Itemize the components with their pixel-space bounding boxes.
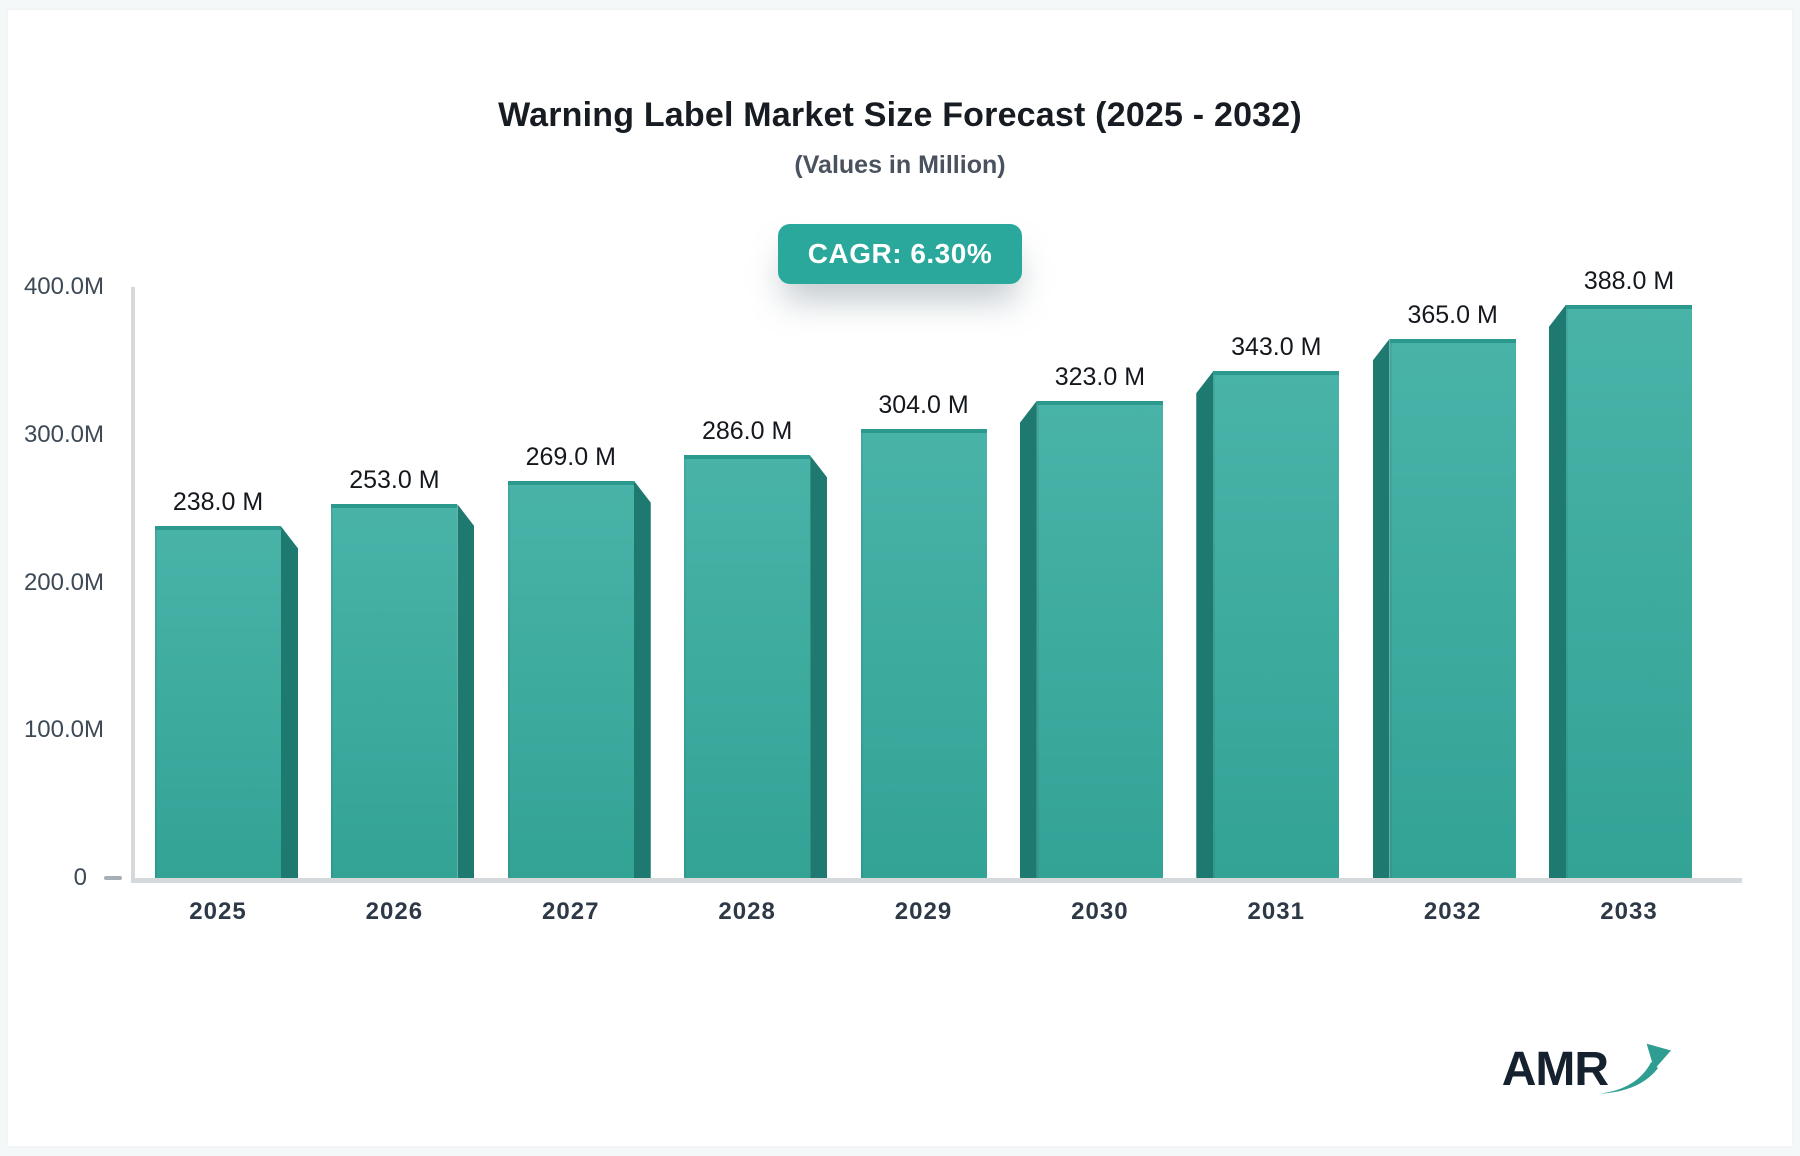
bar-group: 286.0 M 2028 xyxy=(684,287,828,925)
x-axis-label: 2032 xyxy=(1423,898,1482,925)
y-tick-label: 100.0M xyxy=(23,716,104,744)
bar-value-label: 323.0 M xyxy=(1054,362,1146,391)
bar-group: 323.0 M 2030 xyxy=(1019,287,1163,925)
bar-side-face xyxy=(457,504,475,878)
bar-2033[interactable]: 388.0 M xyxy=(1549,267,1692,878)
bar-value-label: 286.0 M xyxy=(701,417,793,446)
bar-value-label: 388.0 M xyxy=(1583,266,1675,295)
chart-card: Warning Label Market Size Forecast (2025… xyxy=(8,10,1792,1146)
bar-group: 304.0 M 2029 xyxy=(860,287,987,925)
bar-2027[interactable]: 269.0 M xyxy=(507,443,651,878)
x-axis-label: 2026 xyxy=(365,898,424,925)
bar-value-label: 365.0 M xyxy=(1407,300,1498,329)
bar-group: 365.0 M 2032 xyxy=(1372,287,1516,925)
chart-title: Warning Label Market Size Forecast (2025… xyxy=(498,96,1302,134)
bar-value-label: 304.0 M xyxy=(878,390,969,419)
growth-arrow-icon xyxy=(1599,1043,1671,1094)
amr-logo-text: AMR xyxy=(1501,1042,1609,1096)
bar-value-label: 253.0 M xyxy=(349,466,440,495)
bar-group: 269.0 M 2027 xyxy=(507,287,651,925)
bar-2031[interactable]: 343.0 M xyxy=(1196,333,1340,878)
bar-2030[interactable]: 323.0 M xyxy=(1019,363,1163,878)
bar-side-face xyxy=(810,455,828,878)
y-tick-label: 200.0M xyxy=(23,568,104,596)
x-axis-label: 2031 xyxy=(1247,898,1305,925)
amr-logo: AMR xyxy=(1502,1036,1674,1102)
chart-header: Warning Label Market Size Forecast (2025… xyxy=(8,10,1792,284)
x-axis-label: 2033 xyxy=(1600,898,1658,925)
bar-side-face xyxy=(1549,304,1566,878)
bar-group: 388.0 M 2033 xyxy=(1549,267,1692,925)
plot-area: 400.0M 300.0M 200.0M 100.0M 0 238.0 M 2025 253… xyxy=(24,267,1742,925)
cagr-badge-row: CAGR: 6.30% xyxy=(8,224,1792,284)
bar-value-label: 343.0 M xyxy=(1231,333,1322,362)
x-axis-label: 2027 xyxy=(542,898,600,925)
y-axis-labels: 400.0M 300.0M 200.0M 100.0M 0 xyxy=(0,273,122,891)
bar-side-face xyxy=(1372,338,1390,878)
bar-2028[interactable]: 286.0 M xyxy=(684,417,828,878)
y-tick-label: 300.0M xyxy=(23,420,104,448)
zero-tick-mark xyxy=(104,876,122,880)
bar-group: 343.0 M 2031 xyxy=(1196,287,1340,925)
y-tick-label: 0 xyxy=(73,864,87,891)
bar-side-face xyxy=(1019,400,1037,878)
x-axis-label: 2025 xyxy=(189,898,247,925)
bar-2029[interactable]: 304.0 M xyxy=(860,391,987,878)
bar-group: 238.0 M 2025 xyxy=(155,287,298,925)
chart-subtitle: (Values in Million) xyxy=(794,151,1006,179)
bar-group: 253.0 M 2026 xyxy=(331,287,475,925)
bar-2026[interactable]: 253.0 M xyxy=(331,466,475,878)
bar-side-face xyxy=(1196,371,1214,878)
x-axis-label: 2030 xyxy=(1071,898,1129,925)
bar-side-face xyxy=(633,480,651,878)
x-axis-label: 2028 xyxy=(718,898,776,925)
bars: 238.0 M 2025 253.0 M 2026 269.0 M 2027 286.0 M… xyxy=(135,267,1742,925)
bar-2032[interactable]: 365.0 M xyxy=(1372,301,1516,878)
bar-2025[interactable]: 238.0 M xyxy=(155,488,298,878)
bar-side-face xyxy=(281,526,298,878)
x-axis-label: 2029 xyxy=(894,898,953,925)
cagr-badge: CAGR: 6.30% xyxy=(777,224,1023,284)
bar-value-label: 238.0 M xyxy=(172,488,264,517)
y-tick-label: 400.0M xyxy=(23,273,104,300)
bar-value-label: 269.0 M xyxy=(525,442,616,471)
